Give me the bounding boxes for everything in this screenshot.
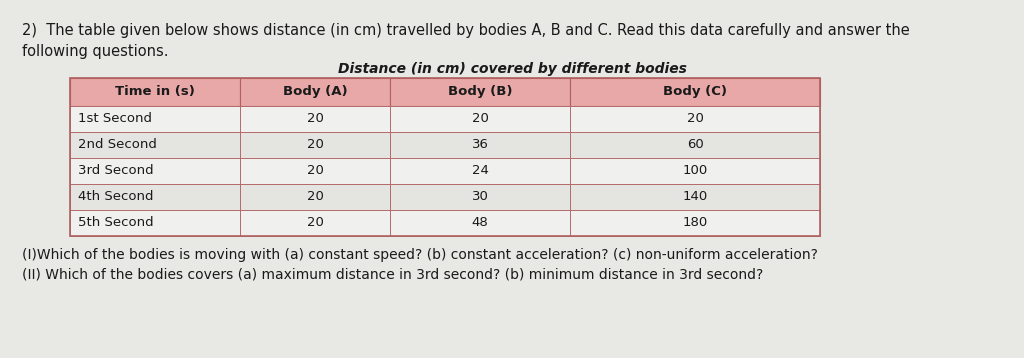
Bar [240,158,390,184]
Text: (II) Which of the bodies covers (a) maximum distance in 3rd second? (b) minimum : (II) Which of the bodies covers (a) maxi… [22,268,763,282]
Bar [70,78,240,106]
Bar [570,132,820,158]
Bar [390,158,570,184]
Text: Time in (s): Time in (s) [115,86,195,98]
Text: 20: 20 [306,164,324,178]
Text: 20: 20 [686,112,703,126]
Bar [70,106,240,132]
Text: 2nd Second: 2nd Second [78,139,157,151]
Text: (I)Which of the bodies is moving with (a) constant speed? (b) constant accelerat: (I)Which of the bodies is moving with (a… [22,248,818,262]
Bar [390,184,570,210]
Bar [70,78,820,236]
Text: 20: 20 [306,112,324,126]
Bar [240,78,390,106]
Text: 60: 60 [687,139,703,151]
Text: 3rd Second: 3rd Second [78,164,154,178]
Text: Body (C): Body (C) [663,86,727,98]
Text: 20: 20 [472,112,488,126]
Text: 30: 30 [472,190,488,203]
Bar [570,158,820,184]
Bar [570,106,820,132]
Bar [70,158,240,184]
Text: following questions.: following questions. [22,44,169,59]
Bar [570,78,820,106]
Text: Body (A): Body (A) [283,86,347,98]
Text: 20: 20 [306,190,324,203]
Text: 20: 20 [306,217,324,229]
Bar [390,106,570,132]
Bar [240,132,390,158]
Bar [240,106,390,132]
Bar [390,78,570,106]
Text: 5th Second: 5th Second [78,217,154,229]
Bar [70,210,240,236]
Text: 180: 180 [682,217,708,229]
Bar [570,210,820,236]
Bar [390,210,570,236]
Text: 100: 100 [682,164,708,178]
Text: 24: 24 [472,164,488,178]
Bar [240,210,390,236]
Text: 36: 36 [472,139,488,151]
Text: 20: 20 [306,139,324,151]
Text: 1st Second: 1st Second [78,112,152,126]
Text: 4th Second: 4th Second [78,190,154,203]
Bar [390,132,570,158]
Text: Distance (in cm) covered by different bodies: Distance (in cm) covered by different bo… [338,62,686,76]
Bar [570,184,820,210]
Bar [70,184,240,210]
Bar [70,132,240,158]
Text: 140: 140 [682,190,708,203]
Text: 48: 48 [472,217,488,229]
Bar [240,184,390,210]
Text: 2)  The table given below shows distance (in cm) travelled by bodies A, B and C.: 2) The table given below shows distance … [22,23,909,38]
Text: Body (B): Body (B) [447,86,512,98]
